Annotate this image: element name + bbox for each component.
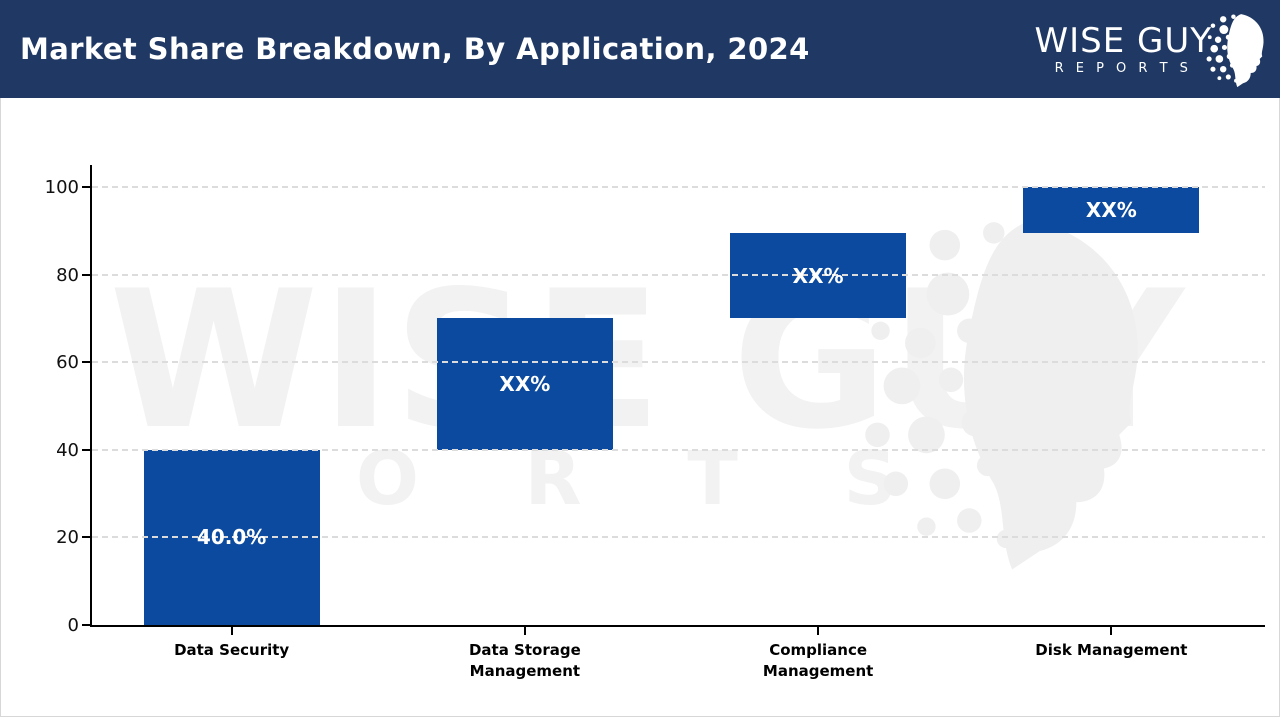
bar-value-label: 40.0% bbox=[196, 525, 267, 550]
x-category-label: Data Security bbox=[174, 641, 290, 659]
x-tick-mark-1 bbox=[230, 627, 233, 635]
chart-panel: WISE GUY P O R T S 40.0% XX% XX% XX% 0 20 40 6… bbox=[0, 98, 1280, 717]
x-category-label: Compliance Management bbox=[762, 641, 874, 680]
y-tick-mark-60 bbox=[82, 361, 90, 364]
y-tick-label-0: 0 bbox=[67, 615, 79, 636]
plot-area: 40.0% XX% XX% XX% bbox=[90, 165, 1265, 627]
y-tick-mark-0 bbox=[82, 624, 90, 626]
x-tick-mark-4 bbox=[1110, 627, 1113, 635]
y-tick-label-20: 20 bbox=[56, 527, 79, 549]
logo-face-icon bbox=[1206, 14, 1264, 88]
y-tick-label-80: 80 bbox=[56, 264, 79, 286]
x-category-label: Data Storage Management bbox=[468, 641, 581, 680]
y-tick-label-40: 40 bbox=[56, 439, 79, 461]
y-tick-mark-40 bbox=[82, 448, 90, 451]
logo-wiseguy-text: WISE GUY bbox=[1034, 21, 1212, 62]
y-tick-mark-80 bbox=[82, 273, 90, 276]
logo-text: WISE GUY R E P O R T S bbox=[1034, 21, 1212, 76]
bar-1: 40.0% bbox=[143, 449, 320, 625]
x-category-label: Disk Management bbox=[1035, 641, 1188, 659]
bar-3: XX% bbox=[730, 233, 907, 319]
bar-value-label: XX% bbox=[1085, 198, 1137, 223]
gridline-60 bbox=[92, 361, 1265, 364]
header: Market Share Breakdown, By Application, … bbox=[0, 0, 1280, 98]
wise-guy-logo: WISE GUY R E P O R T S bbox=[1034, 8, 1268, 92]
bar-value-label: XX% bbox=[499, 372, 551, 397]
gridline-40 bbox=[92, 448, 1265, 451]
bar-2: XX% bbox=[436, 318, 613, 450]
y-tick-label-100: 100 bbox=[44, 177, 79, 198]
y-tick-mark-20 bbox=[82, 536, 90, 539]
logo-reports-text: R E P O R T S bbox=[1054, 60, 1192, 76]
y-tick-label-60: 60 bbox=[56, 352, 79, 374]
x-tick-mark-2 bbox=[523, 627, 526, 635]
gridline-80 bbox=[92, 273, 1265, 276]
page-title: Market Share Breakdown, By Application, … bbox=[20, 32, 810, 66]
gridline-20 bbox=[92, 536, 1265, 539]
gridline-100 bbox=[92, 186, 1265, 188]
bar-4: XX% bbox=[1023, 187, 1200, 234]
y-tick-mark-100 bbox=[82, 186, 90, 188]
x-tick-mark-3 bbox=[817, 627, 820, 635]
bar-value-label: XX% bbox=[792, 263, 844, 288]
